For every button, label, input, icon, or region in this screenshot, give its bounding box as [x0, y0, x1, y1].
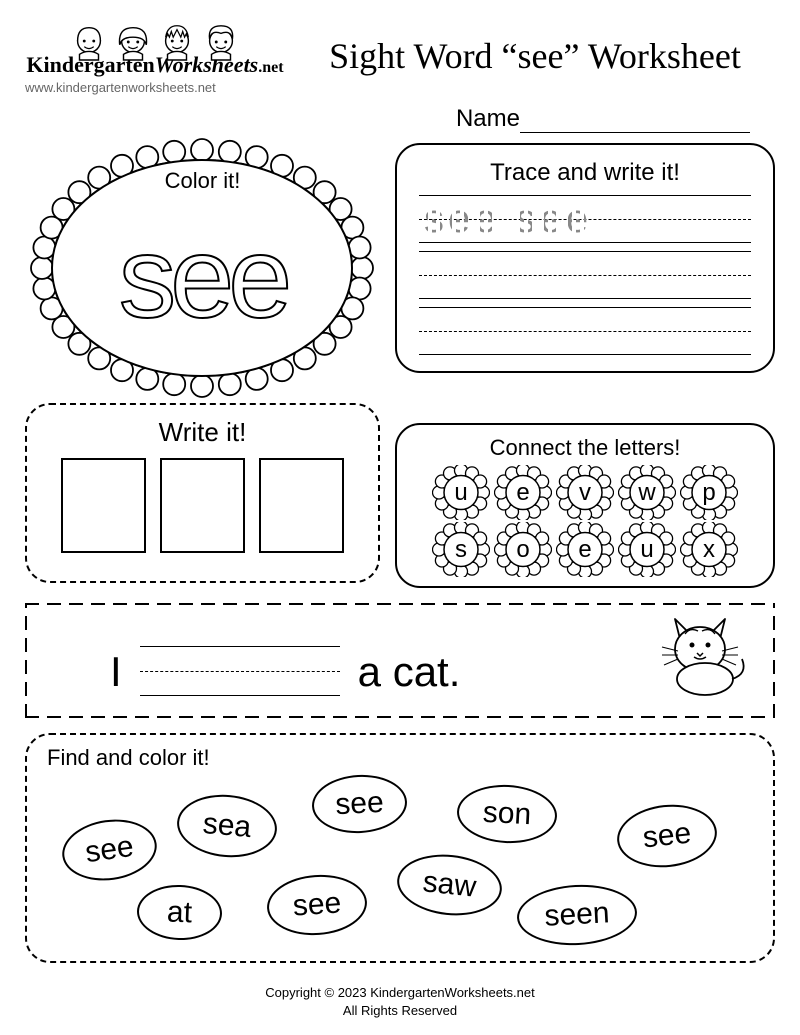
traced-text: see see: [424, 197, 592, 242]
word-bubble[interactable]: son: [456, 782, 559, 845]
flower-letter[interactable]: e: [556, 522, 614, 577]
trace-section: Trace and write it! see see: [395, 143, 775, 373]
row-2: Write it! Connect the letters! uevwp soe…: [25, 398, 775, 588]
flower-letter[interactable]: v: [556, 465, 614, 520]
copyright: Copyright © 2023 KindergartenWorksheets.…: [0, 984, 800, 1002]
color-it-word[interactable]: see: [119, 221, 286, 336]
find-section: Find and color it! seeseaseesonseeatsees…: [25, 733, 775, 963]
word-bubble[interactable]: sea: [174, 791, 279, 861]
kid-icon: [70, 20, 108, 62]
write-it-section: Write it!: [25, 403, 380, 583]
trace-label: Trace and write it!: [419, 159, 751, 187]
header: KindergartenWorksheets.net www.kindergar…: [25, 20, 775, 95]
word-bubble[interactable]: saw: [394, 850, 505, 921]
flower-row-1: uevwp: [412, 465, 758, 520]
letter-box[interactable]: [61, 458, 146, 553]
flower-letter[interactable]: o: [494, 522, 552, 577]
row-1: Color it! see Trace and write it! see se…: [25, 138, 775, 398]
writing-line-traced[interactable]: see see: [419, 195, 751, 243]
word-bubble[interactable]: seen: [516, 882, 639, 948]
page-title: Sight Word “see” Worksheet: [295, 20, 775, 77]
flower-letter[interactable]: e: [494, 465, 552, 520]
color-it-label: Color it!: [165, 168, 241, 194]
word-bubble[interactable]: see: [311, 773, 409, 836]
writing-line-blank[interactable]: [419, 307, 751, 355]
word-bubble[interactable]: see: [58, 814, 160, 887]
writing-line-blank[interactable]: [419, 251, 751, 299]
sentence-line: I a cat.: [110, 646, 460, 696]
connect-label: Connect the letters!: [412, 435, 758, 461]
flower-row-2: soeux: [412, 522, 758, 577]
name-field: Name: [25, 105, 750, 133]
sentence-blank[interactable]: [140, 646, 340, 696]
connect-section: Connect the letters! uevwp soeux: [395, 423, 775, 588]
logo-text: KindergartenWorksheets.net: [25, 54, 285, 76]
flower-letter[interactable]: u: [432, 465, 490, 520]
flower-letter[interactable]: u: [618, 522, 676, 577]
kid-icon: [158, 20, 196, 62]
name-blank-line[interactable]: [520, 132, 750, 133]
letter-box[interactable]: [259, 458, 344, 553]
sentence-post: a cat.: [358, 648, 461, 696]
kid-icon: [202, 20, 240, 62]
sentence-pre: I: [110, 648, 122, 696]
flower-letter[interactable]: p: [680, 465, 738, 520]
logo-block: KindergartenWorksheets.net www.kindergar…: [25, 20, 285, 95]
sentence-section: I a cat.: [25, 603, 775, 718]
write-it-label: Write it!: [47, 417, 358, 448]
rights: All Rights Reserved: [0, 1002, 800, 1020]
name-label: Name: [456, 105, 520, 132]
worksheet-page: KindergartenWorksheets.net www.kindergar…: [0, 0, 800, 1035]
flower-letter[interactable]: s: [432, 522, 490, 577]
word-bubble[interactable]: see: [614, 800, 720, 872]
kid-icon: [114, 20, 152, 62]
find-label: Find and color it!: [47, 745, 753, 771]
site-url: www.kindergartenworksheets.net: [25, 80, 285, 95]
footer: Copyright © 2023 KindergartenWorksheets.…: [0, 984, 800, 1020]
word-bubble[interactable]: at: [136, 884, 223, 942]
logo-tld: .net: [258, 59, 283, 76]
word-bubble[interactable]: see: [265, 872, 369, 939]
color-it-section: Color it! see: [25, 138, 380, 398]
letter-box[interactable]: [160, 458, 245, 553]
flower-letter[interactable]: w: [618, 465, 676, 520]
cat-icon: [650, 609, 750, 699]
flower-letter[interactable]: x: [680, 522, 738, 577]
write-boxes: [47, 458, 358, 553]
